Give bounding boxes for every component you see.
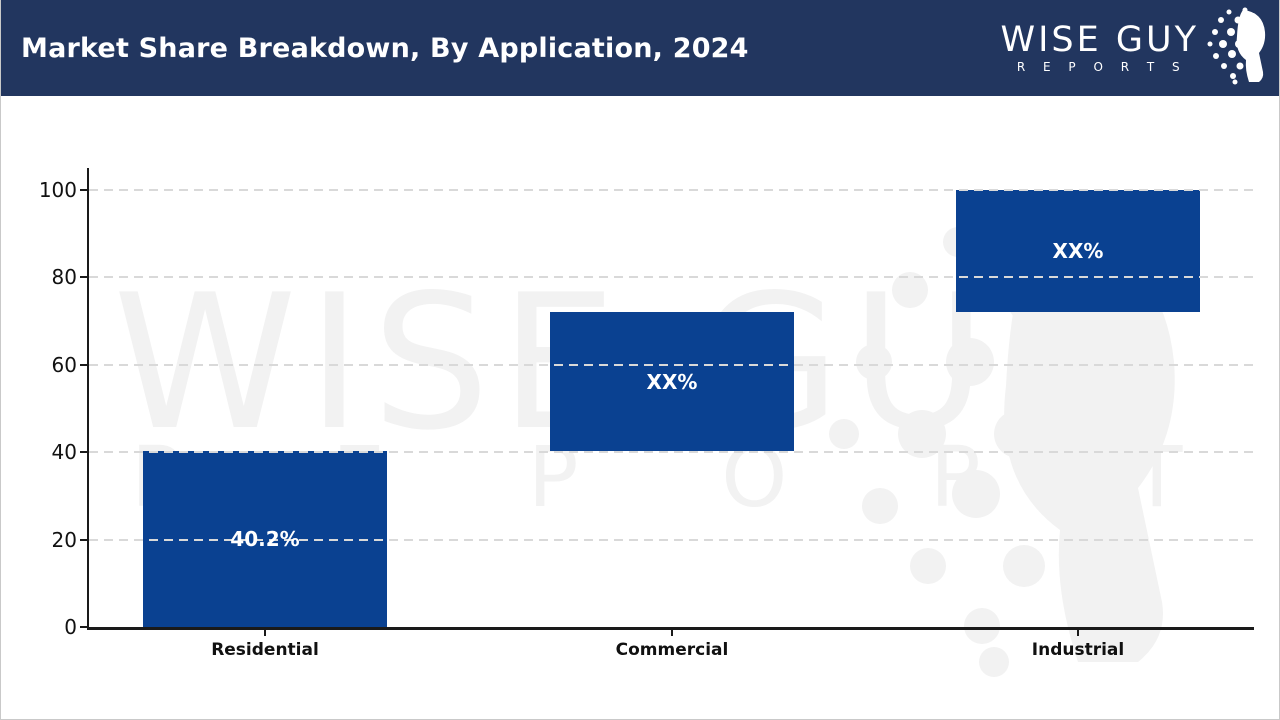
- bar-commercial: [550, 312, 794, 452]
- x-category-label-residential: Residential: [211, 640, 319, 660]
- gridline-60: [89, 363, 1254, 366]
- wiseguy-head-icon: [1205, 6, 1269, 90]
- y-tick-mark: [80, 188, 88, 191]
- y-tick-mark: [80, 451, 88, 453]
- y-tick-mark: [80, 276, 88, 278]
- x-category-label-commercial: Commercial: [615, 640, 729, 660]
- wiseguy-logo-text: WISE GUY R E P O R T S: [1000, 20, 1199, 74]
- x-axis-line: [87, 627, 1254, 630]
- gridline-40: [89, 451, 1254, 453]
- y-tick-mark: [80, 538, 88, 541]
- bar-value-label: XX%: [646, 369, 698, 394]
- y-tick-mark: [80, 626, 88, 628]
- y-axis-line: [87, 168, 89, 630]
- header-banner: Market Share Breakdown, By Application, …: [1, 0, 1279, 96]
- y-tick-label: 60: [51, 352, 77, 377]
- x-tick-mark: [671, 629, 673, 636]
- page-title: Market Share Breakdown, By Application, …: [21, 32, 749, 64]
- bar-industrial: [956, 189, 1200, 312]
- gridline-80: [89, 276, 1254, 278]
- y-tick-label: 40: [51, 440, 77, 464]
- y-tick-mark: [80, 363, 88, 366]
- gridline-20: [89, 538, 1254, 541]
- y-tick-label: 20: [51, 527, 77, 552]
- y-tick-label: 100: [38, 177, 77, 202]
- logo-brand-name: WISE GUY: [1000, 20, 1199, 60]
- x-tick-mark: [264, 629, 266, 636]
- y-tick-label: 80: [51, 265, 77, 289]
- logo-brand-subtitle: R E P O R T S: [1016, 60, 1187, 74]
- wiseguy-logo: WISE GUY R E P O R T S: [1000, 0, 1269, 96]
- gridline-100: [89, 188, 1254, 191]
- chart-area: WISE GUY R E P O R T S 02040608010040.2%…: [1, 96, 1279, 719]
- x-tick-mark: [1077, 629, 1079, 636]
- bar-value-label: 40.2%: [230, 527, 300, 552]
- y-tick-label: 0: [64, 615, 77, 639]
- x-category-label-industrial: Industrial: [1031, 640, 1125, 660]
- bar-value-label: XX%: [1052, 238, 1104, 263]
